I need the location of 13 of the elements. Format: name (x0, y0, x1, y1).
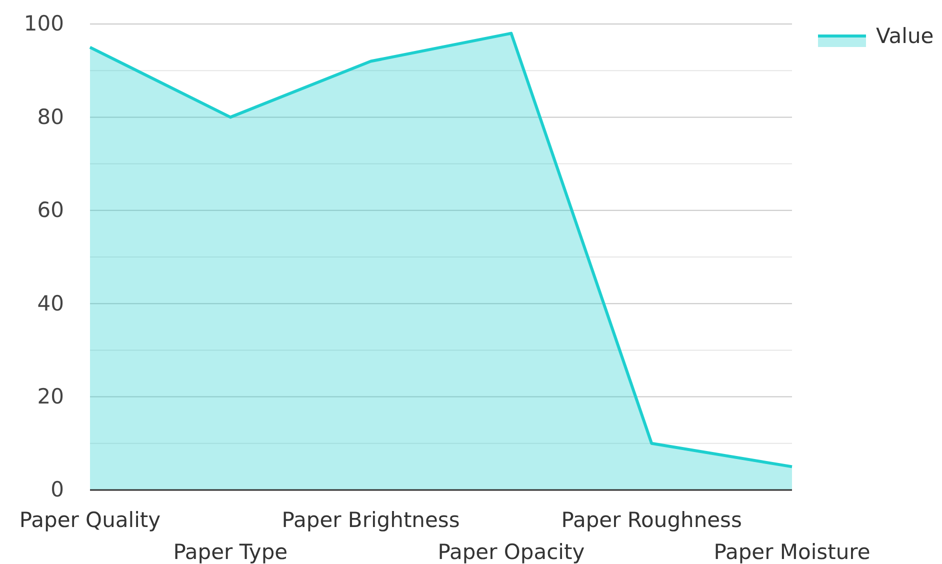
x-tick-label: Paper Quality (19, 508, 161, 532)
x-tick-label: Paper Type (173, 540, 288, 564)
y-tick-label: 40 (37, 291, 64, 316)
y-tick-label: 60 (37, 198, 64, 222)
x-tick-label: Paper Moisture (714, 540, 870, 564)
y-tick-label: 80 (37, 104, 64, 129)
x-tick-label: Paper Brightness (282, 508, 460, 532)
x-tick-label: Paper Opacity (438, 540, 585, 564)
x-tick-label: Paper Roughness (561, 508, 742, 532)
y-tick-label: 20 (37, 384, 64, 409)
legend-label: Value (876, 24, 934, 48)
y-tick-label: 100 (24, 12, 64, 36)
y-tick-label: 0 (50, 478, 64, 502)
